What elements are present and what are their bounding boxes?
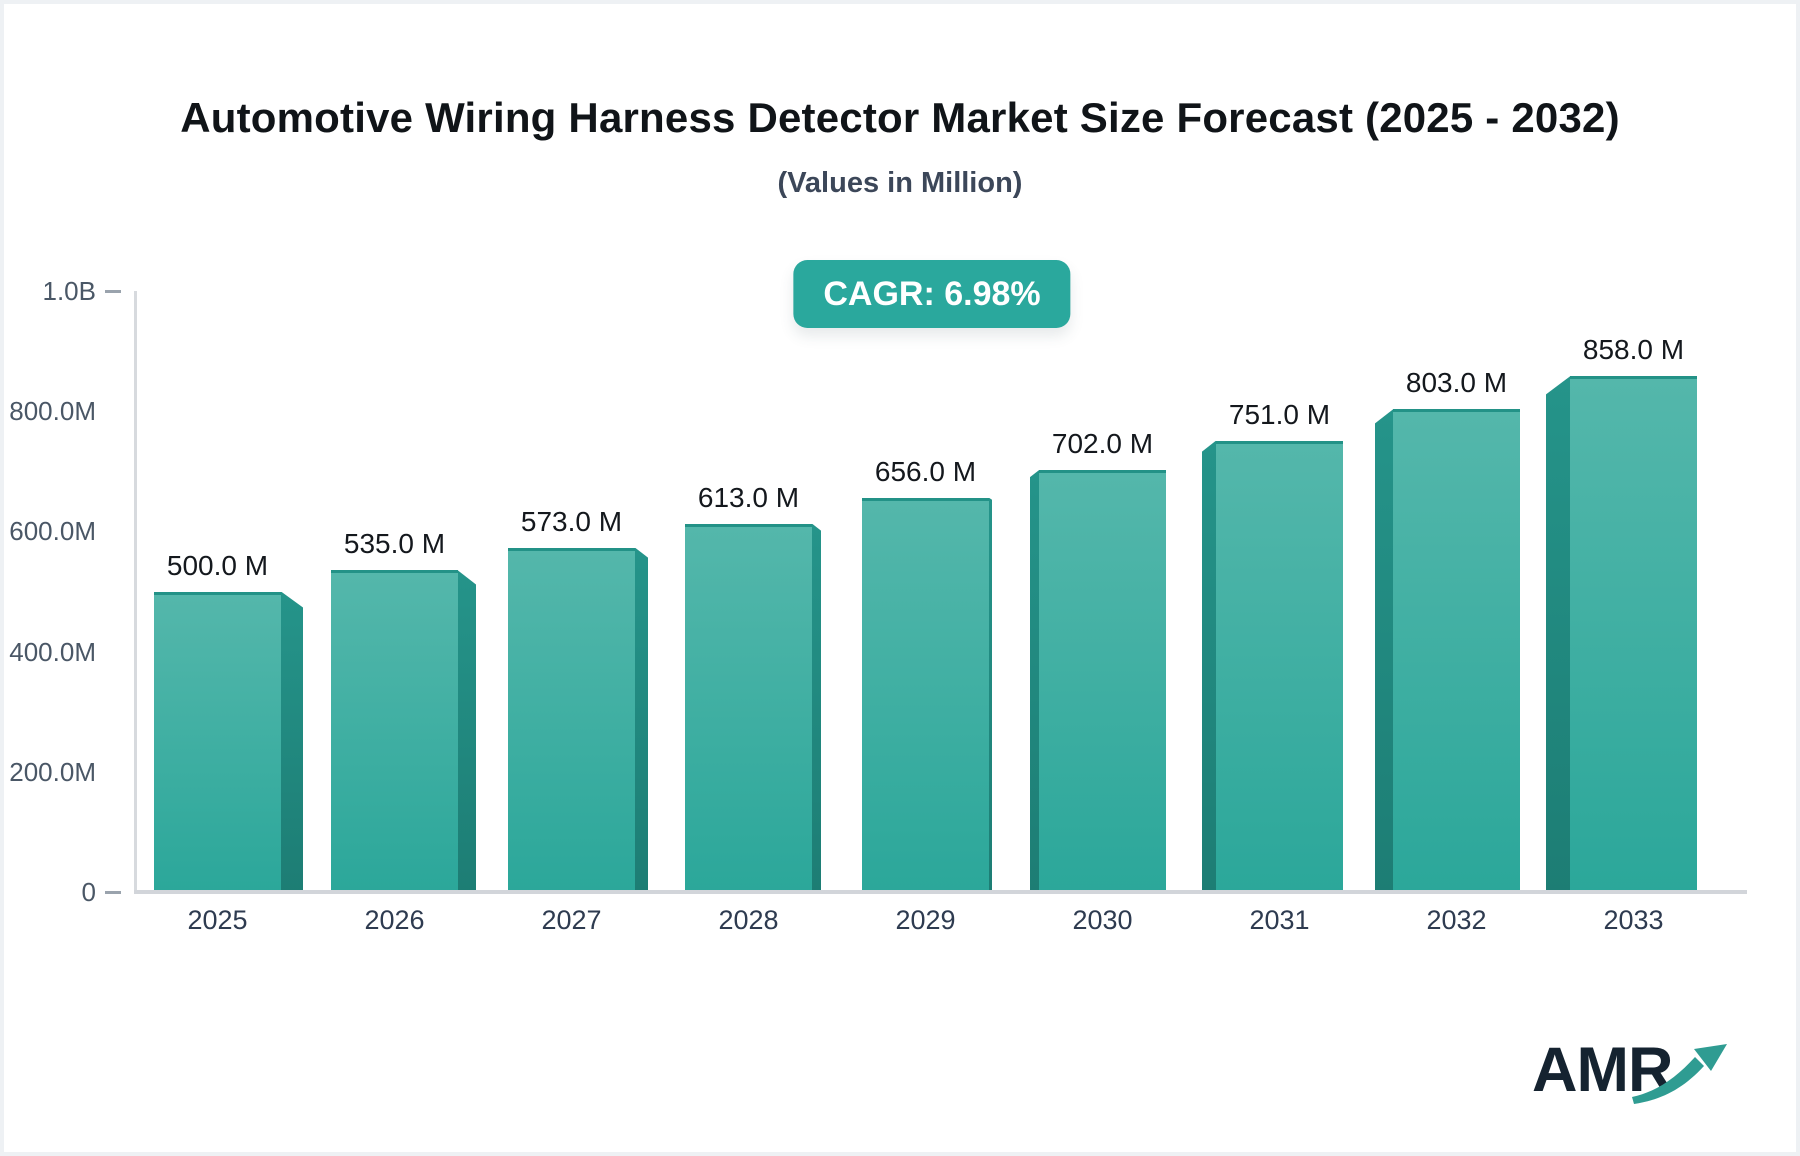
bar-value-label: 803.0 M: [1405, 367, 1508, 399]
bar-side-face: [458, 570, 476, 893]
cagr-badge: CAGR: 6.98%: [793, 260, 1071, 328]
x-axis-line: [134, 890, 1747, 894]
bar-value-label: 858.0 M: [1582, 334, 1685, 366]
x-axis-label: 2030: [1072, 905, 1133, 935]
x-axis-label: 2029: [895, 905, 956, 935]
bar-2031[interactable]: [1216, 440, 1343, 893]
x-axis-label: 2033: [1603, 905, 1664, 935]
bar-2033[interactable]: [1570, 376, 1697, 893]
bar-side-face: [1375, 409, 1393, 893]
cagr-badge-label: CAGR: 6.98%: [823, 274, 1041, 313]
bar-2029[interactable]: [862, 497, 989, 893]
bar-side-face: [812, 523, 821, 893]
y-axis-label: 0: [81, 877, 96, 907]
bar-side-face: [1202, 440, 1216, 893]
x-axis-label: 2028: [718, 905, 779, 935]
bar-2026[interactable]: [331, 570, 458, 893]
amr-logo: AMR: [1522, 1032, 1752, 1117]
growth-arrow-icon: [1632, 1044, 1727, 1104]
bar-chart: 1.0B 800.0M 600.0M 400.0M 200.0M 0 500.0 M 535.…: [4, 4, 1796, 1152]
y-axis-label: 1.0B: [42, 276, 97, 306]
y-axis-label: 600.0M: [9, 516, 96, 547]
bar-value-label: 500.0 M: [166, 549, 269, 581]
bar-2028[interactable]: [685, 523, 812, 893]
bar-2030[interactable]: [1039, 470, 1166, 893]
x-axis-label: 2025: [187, 905, 248, 935]
y-axis-label: 200.0M: [9, 756, 96, 787]
bar-value-label: 535.0 M: [343, 528, 446, 560]
y-axis-line: [134, 291, 137, 892]
y-axis-label: 400.0M: [9, 636, 96, 667]
bar-value-label: 573.0 M: [520, 505, 623, 537]
bar-side-face: [635, 547, 648, 893]
bar-side-face: [1030, 470, 1039, 893]
bar-side-face: [281, 591, 303, 893]
chart-card: Automotive Wiring Harness Detector Marke…: [4, 4, 1796, 1152]
x-axis-label: 2032: [1426, 905, 1487, 935]
y-axis-label: 800.0M: [9, 396, 96, 427]
bar-side-face: [989, 497, 992, 893]
bar-2025[interactable]: [154, 591, 281, 893]
bar-2027[interactable]: [508, 547, 635, 893]
bar-value-label: 751.0 M: [1228, 398, 1331, 430]
bar-value-label: 656.0 M: [874, 455, 977, 487]
x-axis-label: 2027: [541, 905, 602, 935]
y-axis-tick: [105, 289, 121, 293]
bar-value-label: 613.0 M: [697, 481, 800, 513]
chart-title: Automotive Wiring Harness Detector Marke…: [180, 94, 1620, 141]
bar-2032[interactable]: [1393, 409, 1520, 893]
bar-side-face: [1546, 376, 1570, 893]
y-axis-tick: [105, 890, 121, 894]
bar-value-label: 702.0 M: [1051, 428, 1154, 460]
chart-subtitle: (Values in Million): [777, 167, 1023, 199]
x-axis-label: 2031: [1249, 905, 1310, 935]
x-axis-label: 2026: [364, 905, 425, 935]
